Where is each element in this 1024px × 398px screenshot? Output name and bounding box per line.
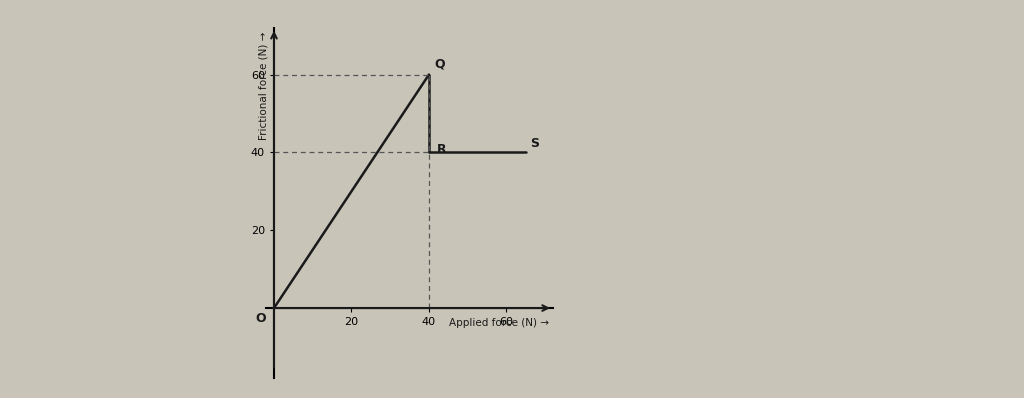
Text: Applied force (N) →: Applied force (N) → bbox=[450, 318, 549, 328]
Text: R: R bbox=[436, 143, 446, 156]
Text: Q: Q bbox=[435, 58, 445, 71]
Text: O: O bbox=[256, 312, 266, 325]
Text: S: S bbox=[529, 137, 539, 150]
Text: Frictional force (N) →: Frictional force (N) → bbox=[258, 32, 268, 140]
